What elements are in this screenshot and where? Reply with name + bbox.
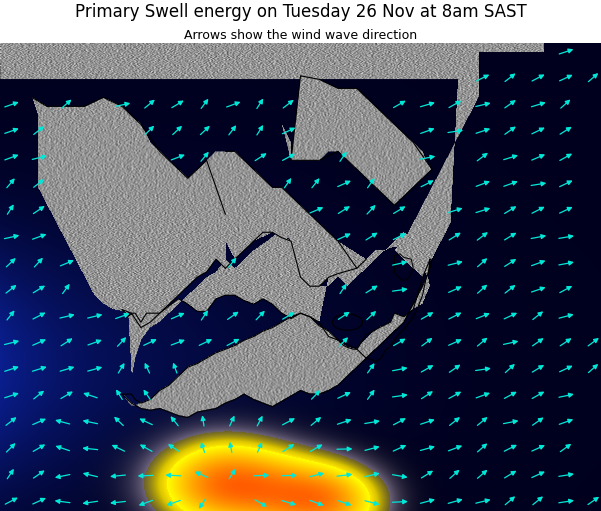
Text: Primary Swell energy on Tuesday 26 Nov at 8am SAST: Primary Swell energy on Tuesday 26 Nov a… [75,3,526,21]
Text: Arrows show the wind wave direction: Arrows show the wind wave direction [184,29,417,42]
